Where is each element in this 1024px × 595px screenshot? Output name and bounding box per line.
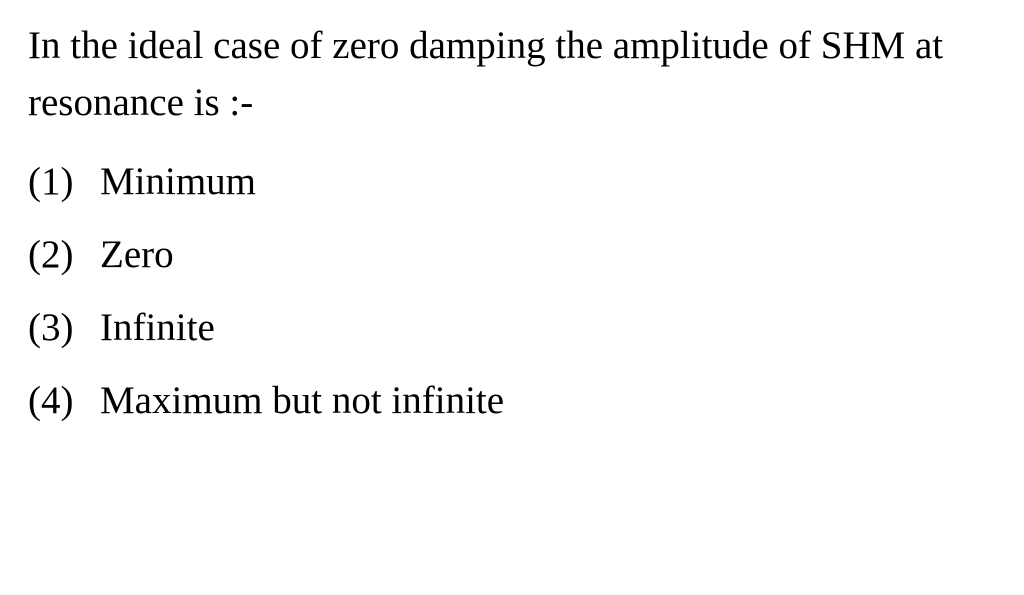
option-text: Infinite (100, 305, 996, 350)
option-4: (4) Maximum but not infinite (28, 378, 996, 423)
option-number: (2) (28, 232, 100, 277)
option-number: (1) (28, 159, 100, 204)
option-text: Zero (100, 232, 996, 277)
option-2: (2) Zero (28, 232, 996, 277)
option-1: (1) Minimum (28, 159, 996, 204)
option-text: Minimum (100, 159, 996, 204)
option-number: (4) (28, 378, 100, 423)
option-3: (3) Infinite (28, 305, 996, 350)
option-text: Maximum but not infinite (100, 378, 996, 423)
question-text: In the ideal case of zero damping the am… (28, 18, 996, 131)
options-list: (1) Minimum (2) Zero (3) Infinite (4) Ma… (28, 159, 996, 423)
option-number: (3) (28, 305, 100, 350)
